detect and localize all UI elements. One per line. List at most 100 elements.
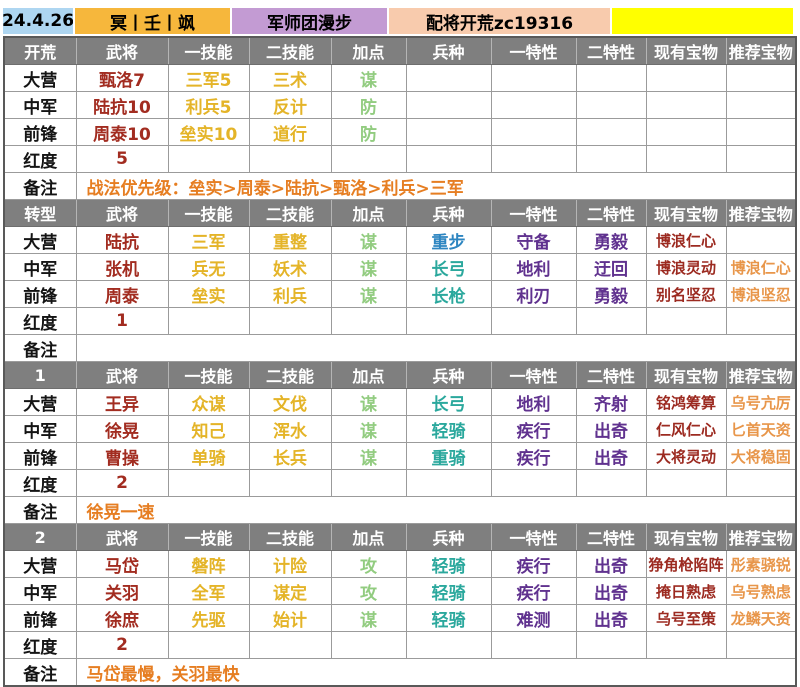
column-header[interactable]: 现有宝物 — [645, 361, 727, 389]
cell-trait-2[interactable]: 出奇 — [575, 577, 647, 605]
row-label[interactable]: 前锋 — [3, 280, 77, 308]
cell-empty[interactable] — [645, 307, 727, 335]
cell-trait-1[interactable]: 疾行 — [490, 442, 577, 470]
cell-empty[interactable] — [725, 469, 797, 497]
cell-empty[interactable] — [575, 631, 647, 659]
cell-empty[interactable] — [330, 145, 407, 173]
cell-redness-value[interactable]: 5 — [75, 145, 169, 173]
cell-troop[interactable]: 轻骑 — [405, 550, 492, 578]
column-header[interactable]: 一特性 — [490, 199, 577, 227]
cell-points[interactable]: 谋 — [330, 415, 407, 443]
cell-treasure-owned[interactable]: 铭鸿筹算 — [645, 388, 727, 416]
cell-empty[interactable] — [248, 631, 332, 659]
column-header[interactable]: 兵种 — [405, 36, 492, 65]
section-label[interactable]: 开荒 — [3, 36, 77, 65]
row-label[interactable]: 备注 — [3, 172, 77, 200]
cell-troop[interactable] — [405, 64, 492, 92]
cell-trait-2[interactable]: 出奇 — [575, 604, 647, 632]
column-header[interactable]: 一技能 — [167, 199, 250, 227]
cell-note-text[interactable]: 战法优先级：垒实>周泰>陆抗>甄洛>利兵>三军 — [75, 172, 797, 200]
cell-trait-1[interactable]: 疾行 — [490, 577, 577, 605]
column-header[interactable]: 一特性 — [490, 523, 577, 551]
cell-treasure-recommended[interactable]: 龙鳞天资 — [725, 604, 797, 632]
column-header[interactable]: 武将 — [75, 361, 169, 389]
cell-treasure-owned[interactable]: 掩日熟虑 — [645, 577, 727, 605]
cell-general[interactable]: 徐晃 — [75, 415, 169, 443]
cell-points[interactable]: 谋 — [330, 64, 407, 92]
cell-troop[interactable]: 轻骑 — [405, 604, 492, 632]
cell-note-text[interactable]: 徐晃一速 — [75, 496, 797, 524]
cell-treasure-owned[interactable]: 博浪灵动 — [645, 253, 727, 281]
cell-trait-2[interactable]: 出奇 — [575, 550, 647, 578]
column-header[interactable]: 二特性 — [575, 523, 647, 551]
cell-trait-1[interactable]: 难测 — [490, 604, 577, 632]
cell-general[interactable]: 徐庶 — [75, 604, 169, 632]
cell-troop[interactable]: 轻骑 — [405, 415, 492, 443]
cell-trait-2[interactable]: 齐射 — [575, 388, 647, 416]
section-label[interactable]: 2 — [3, 523, 77, 551]
cell-points[interactable]: 攻 — [330, 550, 407, 578]
column-header[interactable]: 加点 — [330, 523, 407, 551]
cell-troop[interactable]: 重骑 — [405, 442, 492, 470]
cell-trait-2[interactable]: 迂回 — [575, 253, 647, 281]
cell-points[interactable]: 谋 — [330, 226, 407, 254]
cell-treasure-owned[interactable]: 大将灵动 — [645, 442, 727, 470]
column-header[interactable]: 二特性 — [575, 199, 647, 227]
cell-general[interactable]: 陆抗10 — [75, 91, 169, 119]
cell-general[interactable]: 张机 — [75, 253, 169, 281]
row-label[interactable]: 红度 — [3, 631, 77, 659]
row-label[interactable]: 前锋 — [3, 604, 77, 632]
cell-empty[interactable] — [330, 307, 407, 335]
cell-points[interactable]: 防 — [330, 118, 407, 146]
cell-treasure-recommended[interactable] — [725, 118, 797, 146]
cell-empty[interactable] — [575, 145, 647, 173]
cell-treasure-recommended[interactable] — [725, 226, 797, 254]
cell-treasure-owned[interactable] — [645, 118, 727, 146]
cell-general[interactable]: 陆抗 — [75, 226, 169, 254]
cell-points[interactable]: 防 — [330, 91, 407, 119]
topbar-team-name-cell[interactable]: 冥丨壬丨飒 — [75, 8, 232, 34]
cell-empty[interactable] — [248, 145, 332, 173]
cell-empty[interactable] — [330, 631, 407, 659]
cell-empty[interactable] — [167, 469, 250, 497]
cell-treasure-recommended[interactable]: 博浪仁心 — [725, 253, 797, 281]
cell-treasure-owned[interactable] — [645, 91, 727, 119]
cell-note-text[interactable]: 马岱最慢，关羽最快 — [75, 658, 797, 687]
cell-redness-value[interactable]: 2 — [75, 469, 169, 497]
cell-trait-2[interactable]: 勇毅 — [575, 226, 647, 254]
row-label[interactable]: 中军 — [3, 577, 77, 605]
cell-trait-1[interactable]: 疾行 — [490, 550, 577, 578]
cell-troop[interactable] — [405, 118, 492, 146]
cell-skill-2[interactable]: 始计 — [248, 604, 332, 632]
cell-trait-1[interactable] — [490, 64, 577, 92]
cell-empty[interactable] — [248, 307, 332, 335]
column-header[interactable]: 二技能 — [248, 523, 332, 551]
cell-empty[interactable] — [490, 469, 577, 497]
row-label[interactable]: 大营 — [3, 226, 77, 254]
cell-skill-2[interactable]: 浑水 — [248, 415, 332, 443]
column-header[interactable]: 一技能 — [167, 523, 250, 551]
cell-trait-1[interactable]: 地利 — [490, 388, 577, 416]
column-header[interactable]: 武将 — [75, 36, 169, 65]
cell-troop[interactable]: 重步 — [405, 226, 492, 254]
row-label[interactable]: 备注 — [3, 334, 77, 362]
cell-skill-2[interactable]: 利兵 — [248, 280, 332, 308]
cell-skill-1[interactable]: 磐阵 — [167, 550, 250, 578]
cell-trait-2[interactable]: 出奇 — [575, 415, 647, 443]
cell-empty[interactable] — [405, 145, 492, 173]
row-label[interactable]: 红度 — [3, 145, 77, 173]
column-header[interactable]: 推荐宝物 — [725, 36, 797, 65]
cell-skill-2[interactable]: 长兵 — [248, 442, 332, 470]
cell-treasure-owned[interactable]: 乌号至策 — [645, 604, 727, 632]
cell-trait-2[interactable] — [575, 64, 647, 92]
cell-skill-1[interactable]: 三军5 — [167, 64, 250, 92]
cell-empty[interactable] — [405, 469, 492, 497]
cell-general[interactable]: 王异 — [75, 388, 169, 416]
cell-empty[interactable] — [405, 631, 492, 659]
cell-troop[interactable]: 长枪 — [405, 280, 492, 308]
cell-points[interactable]: 谋 — [330, 442, 407, 470]
cell-points[interactable]: 谋 — [330, 604, 407, 632]
cell-points[interactable]: 谋 — [330, 280, 407, 308]
row-label[interactable]: 中军 — [3, 91, 77, 119]
topbar-date-cell[interactable]: 24.4.26 — [3, 8, 75, 34]
